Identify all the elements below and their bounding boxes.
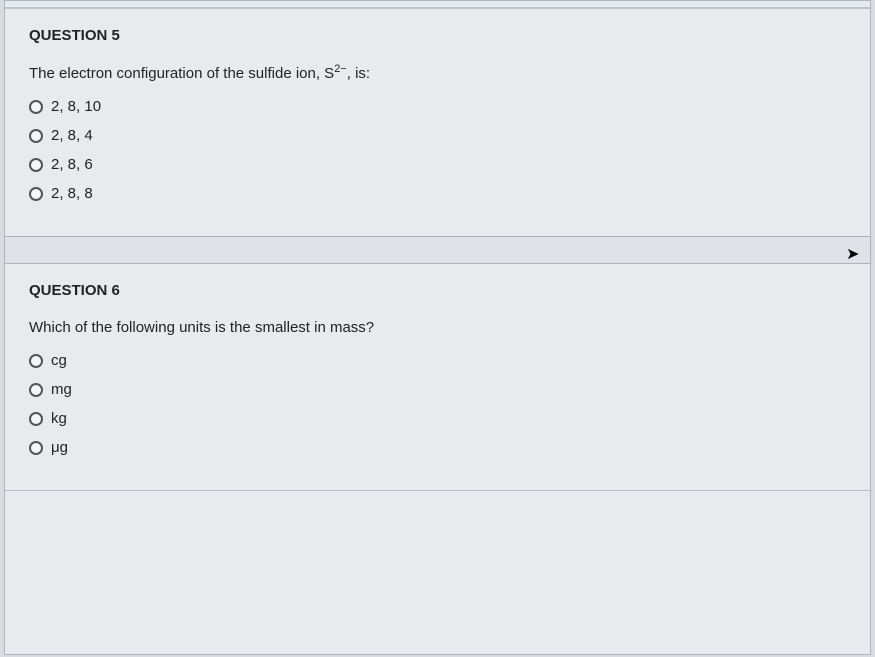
option-row[interactable]: 2, 8, 8 — [29, 185, 846, 202]
option-label: 2, 8, 8 — [51, 185, 93, 202]
options-list: cg mg kg μg — [29, 352, 846, 456]
option-row[interactable]: 2, 8, 10 — [29, 98, 846, 115]
radio-icon[interactable] — [29, 158, 43, 172]
question-heading: QUESTION 5 — [29, 27, 846, 44]
question-heading: QUESTION 6 — [29, 282, 846, 299]
radio-icon[interactable] — [29, 129, 43, 143]
option-label: μg — [51, 439, 68, 456]
question-6-block: QUESTION 6 Which of the following units … — [5, 264, 870, 480]
option-label: 2, 8, 6 — [51, 156, 93, 173]
radio-icon[interactable] — [29, 187, 43, 201]
option-row[interactable]: mg — [29, 381, 846, 398]
option-row[interactable]: μg — [29, 439, 846, 456]
options-list: 2, 8, 10 2, 8, 4 2, 8, 6 2, 8, 8 — [29, 98, 846, 202]
option-label: 2, 8, 4 — [51, 127, 93, 144]
option-label: 2, 8, 10 — [51, 98, 101, 115]
option-row[interactable]: kg — [29, 410, 846, 427]
option-row[interactable]: cg — [29, 352, 846, 369]
radio-icon[interactable] — [29, 383, 43, 397]
prompt-sup: 2− — [334, 63, 347, 75]
question-divider — [5, 236, 870, 264]
question-prompt: Which of the following units is the smal… — [29, 317, 846, 338]
question-prompt: The electron configuration of the sulfid… — [29, 62, 846, 84]
option-row[interactable]: 2, 8, 6 — [29, 156, 846, 173]
question-5-block: QUESTION 5 The electron configuration of… — [5, 9, 870, 226]
radio-icon[interactable] — [29, 354, 43, 368]
prompt-text-a: The electron configuration of the sulfid… — [29, 65, 334, 82]
option-row[interactable]: 2, 8, 4 — [29, 127, 846, 144]
option-label: cg — [51, 352, 67, 369]
option-label: mg — [51, 381, 72, 398]
option-label: kg — [51, 410, 67, 427]
radio-icon[interactable] — [29, 441, 43, 455]
quiz-panel: QUESTION 5 The electron configuration of… — [4, 0, 871, 655]
radio-icon[interactable] — [29, 100, 43, 114]
bottom-rule — [5, 490, 870, 491]
prompt-text-b: , is: — [347, 65, 370, 82]
radio-icon[interactable] — [29, 412, 43, 426]
